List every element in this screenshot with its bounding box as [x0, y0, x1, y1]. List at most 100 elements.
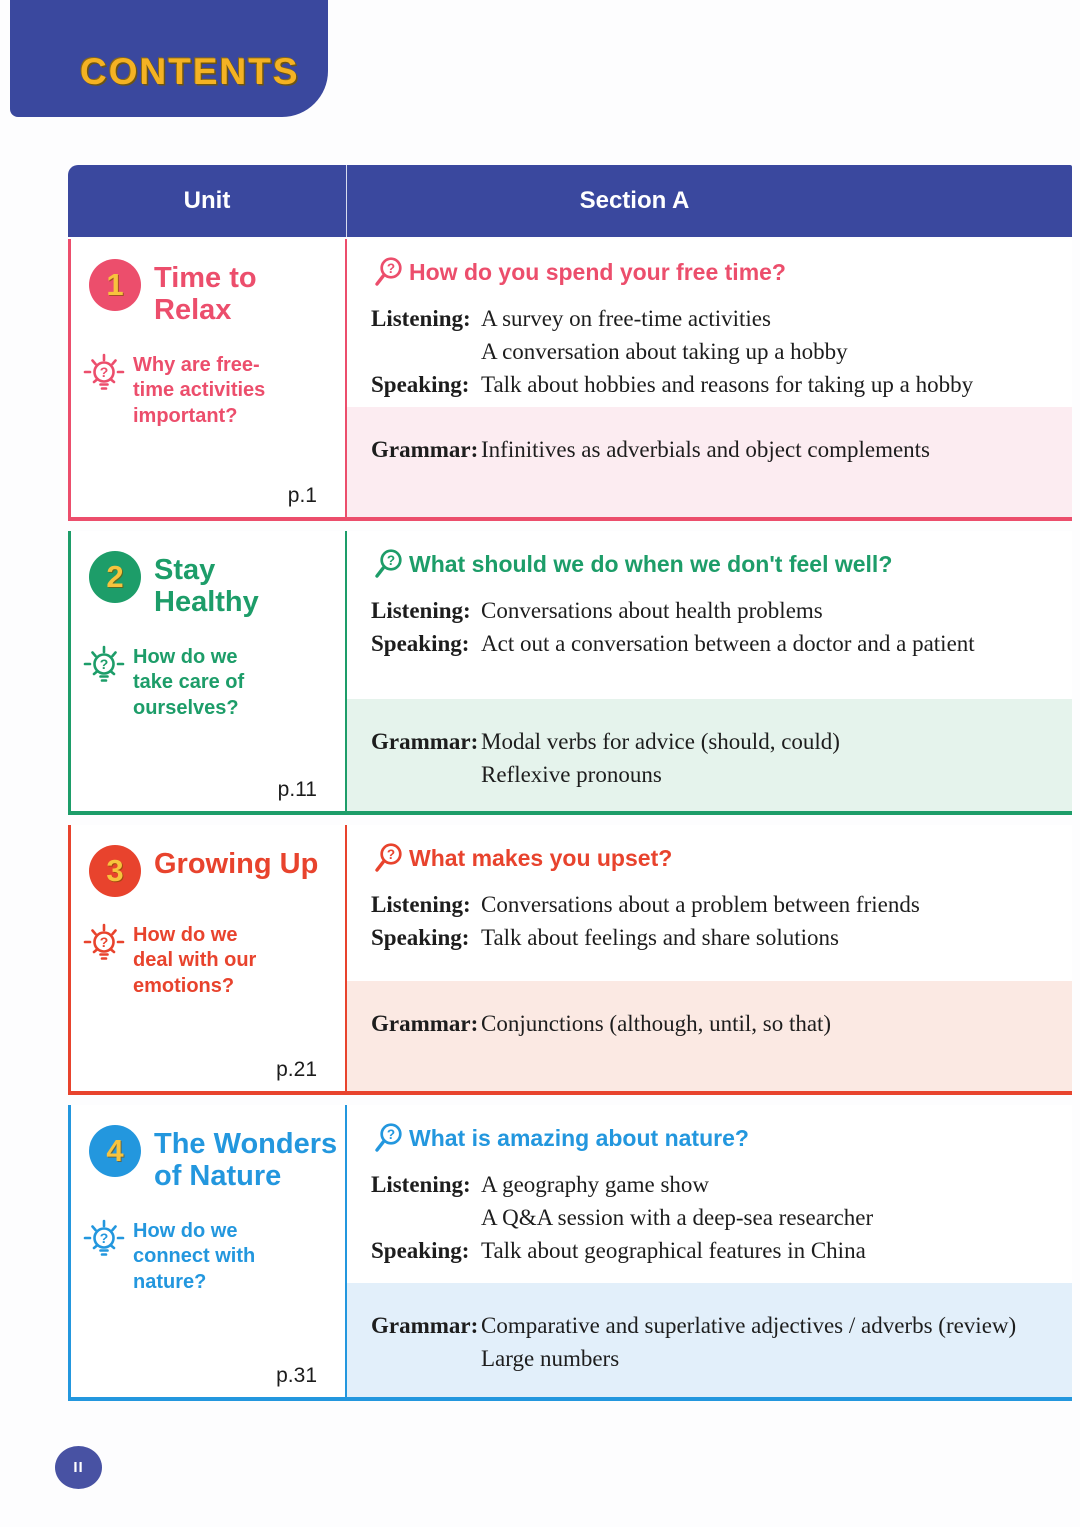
svg-text:?: ? — [387, 847, 395, 862]
svg-text:?: ? — [100, 1230, 109, 1246]
unit-cell: 1 Time to Relax — [71, 239, 347, 517]
skill-text: A Q&A session with a deep-sea researcher — [481, 1205, 874, 1230]
grammar-text: Large numbers — [481, 1346, 620, 1371]
skill-text: A conversation about taking up a hobby — [481, 339, 848, 364]
grammar-text: Comparative and superlative adjectives /… — [481, 1313, 1017, 1338]
skill-label: Listening: — [371, 892, 471, 917]
unit-essential-question: How do we deal with our emotions? — [133, 924, 257, 997]
skill-label: Listening: — [371, 306, 471, 331]
unit-cell: 3 Growing Up — [71, 825, 347, 1091]
unit-page-number: p.31 — [276, 1364, 317, 1387]
column-header-section-a: Section A — [579, 187, 690, 214]
grammar-line: Reflexive pronouns — [371, 758, 1072, 791]
grammar-label: Grammar: — [371, 437, 479, 462]
skill-text: Act out a conversation between a doctor … — [481, 631, 975, 656]
grammar-band: Grammar: Conjunctions (although, until, … — [347, 981, 1072, 1091]
unit-cell: 2 Stay Healthy — [71, 531, 347, 811]
lightbulb-icon: ? — [83, 645, 125, 682]
table-header: Unit Section A — [68, 165, 1072, 237]
grammar-text: Modal verbs for advice (should, could) — [481, 729, 840, 754]
contents-table: Unit Section A 1 Time to Relax — [68, 165, 1072, 1401]
lightbulb-icon: ? — [83, 923, 125, 960]
unit-essential-question: Why are free- time activities important? — [133, 353, 266, 427]
skill-line: Listening: A geography game show — [371, 1168, 1072, 1201]
contents-banner: CONTENTS — [10, 0, 328, 117]
page-title: CONTENTS — [80, 51, 300, 92]
grammar-label: Grammar: — [371, 1313, 479, 1338]
grammar-text: Reflexive pronouns — [481, 762, 662, 787]
magnifier-question-icon: ? — [375, 1123, 402, 1152]
skill-text: Talk about geographical features in Chin… — [481, 1238, 866, 1263]
unit-essential-question: How do we take care of ourselves? — [133, 645, 245, 719]
skill-label: Speaking: — [371, 1238, 470, 1263]
skill-line: Listening: Conversations about health pr… — [371, 594, 1072, 627]
column-header-unit: Unit — [68, 165, 347, 237]
svg-text:?: ? — [100, 364, 109, 380]
skill-line: A conversation about taking up a hobby — [371, 335, 1072, 368]
unit-title: Stay Healthy — [154, 554, 259, 619]
magnifier-question-icon: ? — [375, 843, 402, 872]
unit-title: Time to Relax — [154, 262, 257, 327]
unit-page-number: p.21 — [276, 1058, 317, 1081]
skill-text: A survey on free-time activities — [481, 306, 771, 331]
skill-text: Conversations about a problem between fr… — [481, 892, 920, 917]
unit-row-1: 1 Time to Relax — [68, 239, 1072, 521]
skill-label — [371, 1201, 481, 1234]
unit-title: The Wonders of Nature — [154, 1128, 338, 1193]
svg-text:?: ? — [100, 656, 109, 672]
unit-cell: 4 The Wonders of Nature — [71, 1105, 347, 1397]
unit-number-badge: 4 — [89, 1125, 141, 1177]
skill-line: Speaking: Act out a conversation between… — [371, 627, 1072, 660]
skill-label — [371, 335, 481, 368]
unit-row-4: 4 The Wonders of Nature — [68, 1105, 1072, 1401]
grammar-label — [371, 758, 481, 791]
unit-number: 2 — [106, 559, 124, 594]
svg-text:?: ? — [387, 1127, 395, 1142]
unit-number: 3 — [106, 853, 124, 888]
skill-line: A Q&A session with a deep-sea researcher — [371, 1201, 1072, 1234]
svg-text:?: ? — [387, 261, 395, 276]
skill-label: Listening: — [371, 1172, 471, 1197]
section-a-cell: ? What is amazing about nature? Listenin… — [347, 1105, 1072, 1397]
grammar-line: Grammar: Modal verbs for advice (should,… — [371, 725, 1072, 758]
unit-number: 4 — [106, 1133, 124, 1168]
skill-line: Listening: A survey on free-time activit… — [371, 302, 1072, 335]
grammar-label: Grammar: — [371, 729, 479, 754]
svg-text:?: ? — [100, 934, 109, 950]
skill-label: Listening: — [371, 598, 471, 623]
skill-text: A geography game show — [481, 1172, 710, 1197]
section-question: What makes you upset? — [409, 844, 673, 871]
grammar-line: Large numbers — [371, 1342, 1072, 1375]
grammar-label: Grammar: — [371, 1011, 479, 1036]
section-question: What is amazing about nature? — [409, 1124, 749, 1151]
magnifier-question-icon: ? — [375, 549, 402, 578]
skill-label: Speaking: — [371, 372, 470, 397]
unit-row-3: 3 Growing Up — [68, 825, 1072, 1095]
skill-text: Talk about hobbies and reasons for takin… — [481, 372, 974, 397]
grammar-text: Infinitives as adverbials and object com… — [481, 437, 931, 462]
grammar-line: Grammar: Infinitives as adverbials and o… — [371, 433, 1072, 466]
unit-row-2: 2 Stay Healthy — [68, 531, 1072, 815]
skill-label: Speaking: — [371, 631, 470, 656]
skill-text: Conversations about health problems — [481, 598, 823, 623]
unit-number-badge: 3 — [89, 845, 141, 897]
section-question: How do you spend your free time? — [409, 258, 786, 285]
grammar-band: Grammar: Infinitives as adverbials and o… — [347, 407, 1072, 517]
skill-line: Speaking: Talk about geographical featur… — [371, 1234, 1072, 1267]
grammar-line: Grammar: Comparative and superlative adj… — [371, 1309, 1072, 1342]
section-question: What should we do when we don't feel wel… — [409, 550, 893, 577]
grammar-label — [371, 1342, 481, 1375]
skill-line: Speaking: Talk about hobbies and reasons… — [371, 368, 1072, 401]
grammar-band: Grammar: Modal verbs for advice (should,… — [347, 699, 1072, 811]
skill-line: Speaking: Talk about feelings and share … — [371, 921, 1072, 954]
svg-text:?: ? — [387, 553, 395, 568]
unit-number-badge: 2 — [89, 551, 141, 603]
section-a-cell: ? What makes you upset? Listening: Conve… — [347, 825, 1072, 1091]
skill-text: Talk about feelings and share solutions — [481, 925, 840, 950]
grammar-text: Conjunctions (although, until, so that) — [481, 1011, 832, 1036]
lightbulb-icon: ? — [83, 353, 125, 390]
unit-number: 1 — [106, 267, 124, 302]
section-a-cell: ? What should we do when we don't feel w… — [347, 531, 1072, 811]
magnifier-question-icon: ? — [375, 257, 402, 286]
